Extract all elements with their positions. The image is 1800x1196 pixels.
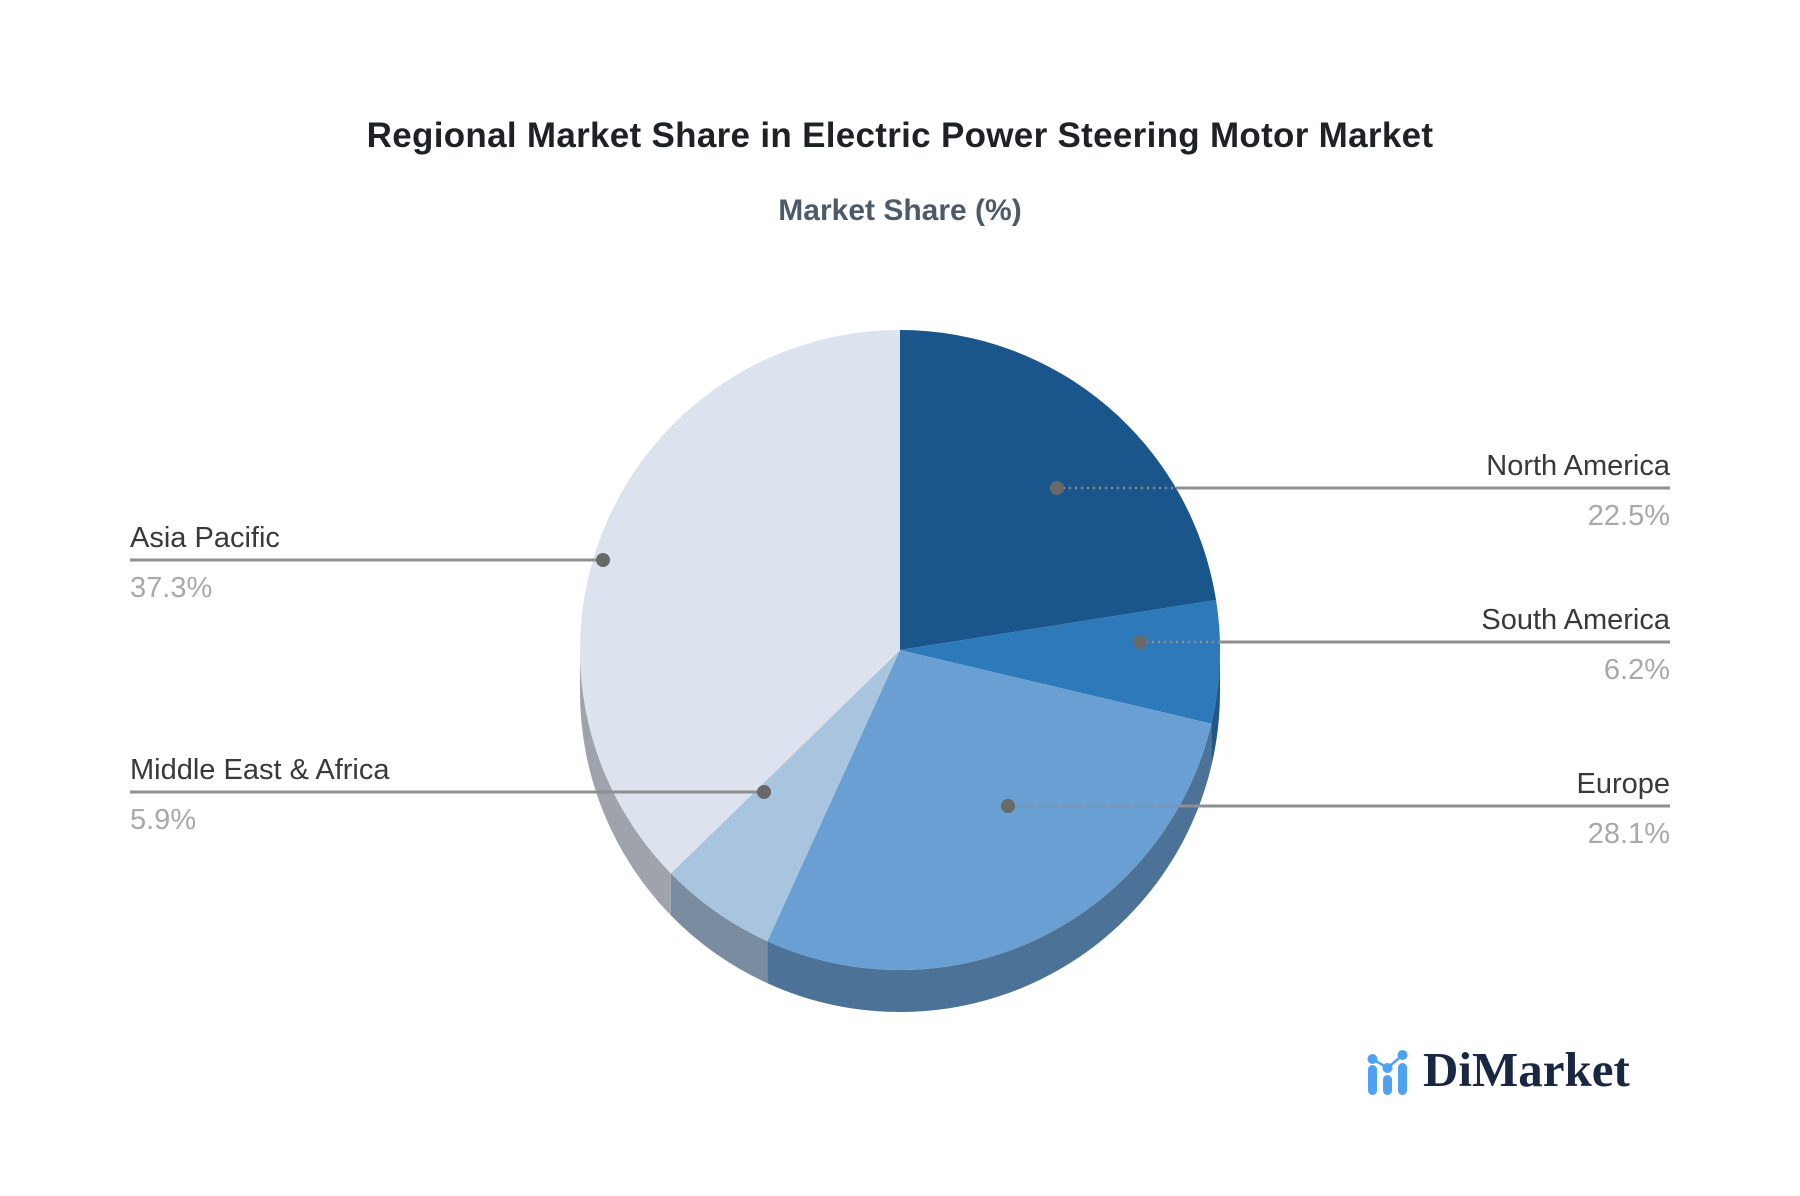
leader-dot: [596, 553, 610, 567]
slice-label-value: 6.2%: [1603, 654, 1670, 686]
slice-label: North America 22.5%: [1486, 448, 1670, 534]
slice-label-value: 5.9%: [130, 804, 197, 836]
slice-label-value: 22.5%: [1587, 500, 1670, 532]
slice-label: Middle East & Africa 5.9%: [130, 752, 390, 838]
slice-label: Europe 28.1%: [1576, 766, 1670, 852]
brand-logo: DiMarket: [1366, 1040, 1630, 1100]
leader-dot: [757, 785, 771, 799]
pie-slice-side: [1211, 650, 1220, 766]
mini-bar-line-chart-icon: [1367, 1050, 1408, 1095]
slice-label-name: North America: [1486, 450, 1670, 482]
chart-title: Regional Market Share in Electric Power …: [366, 116, 1434, 155]
pie-slice-middle-east-africa[interactable]: [670, 650, 900, 942]
pie-slice-side: [670, 873, 768, 984]
slice-label-name: Europe: [1576, 768, 1670, 800]
leader-dot: [1001, 799, 1015, 813]
leader-dot: [1050, 481, 1064, 495]
chart-subtitle: Market Share (%): [778, 194, 1022, 227]
slice-label-name: Asia Pacific: [130, 522, 280, 554]
brand-logo-text: DiMarket: [1423, 1042, 1630, 1097]
pie-slice-side: [767, 723, 1212, 1012]
pie-slice-europe[interactable]: [767, 650, 1212, 970]
slice-label-name: South America: [1481, 604, 1670, 636]
pie-slice-south-america[interactable]: [900, 599, 1220, 724]
slice-label-value: 28.1%: [1587, 818, 1670, 850]
slice-label-name: Middle East & Africa: [130, 754, 390, 786]
slice-label: Asia Pacific 37.3%: [130, 520, 280, 606]
leader-dot: [1133, 635, 1147, 649]
pie-slice-asia-pacific[interactable]: [579, 330, 900, 874]
slice-label: South America 6.2%: [1481, 602, 1670, 688]
pie-slice-side: [580, 650, 671, 916]
slice-label-value: 37.3%: [130, 572, 213, 604]
